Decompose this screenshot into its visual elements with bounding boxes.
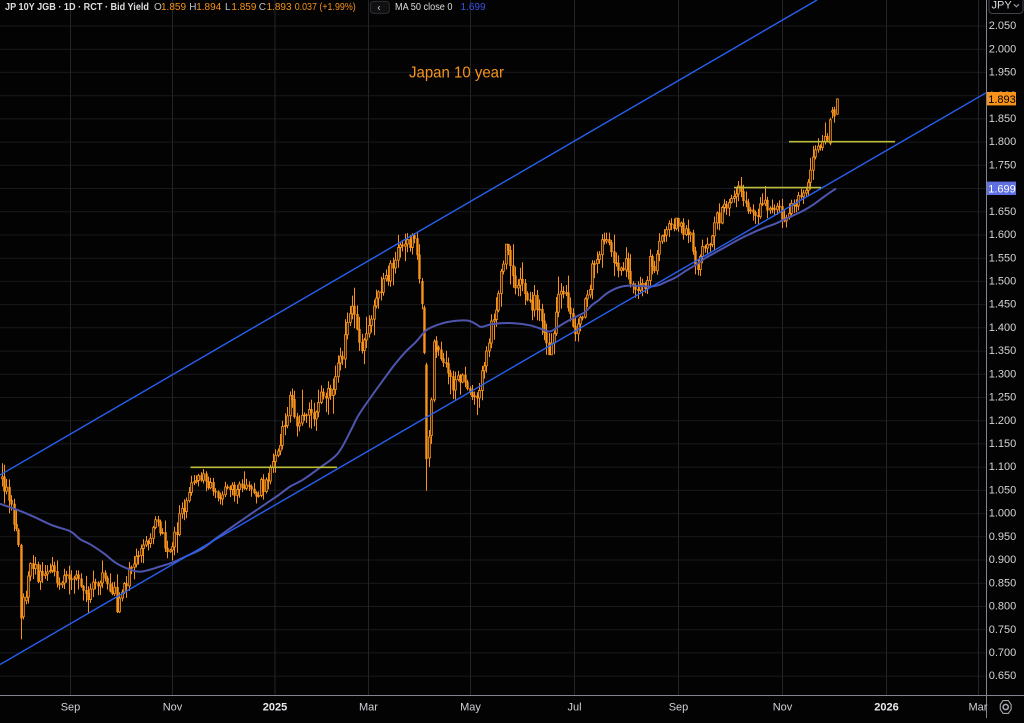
svg-text:1.400: 1.400 (989, 322, 1017, 334)
svg-text:1.750: 1.750 (989, 159, 1017, 171)
svg-text:1.050: 1.050 (989, 485, 1017, 497)
svg-text:Mar: Mar (969, 702, 988, 714)
svg-text:0.650: 0.650 (989, 670, 1017, 682)
svg-text:1.450: 1.450 (989, 299, 1017, 311)
svg-text:0.900: 0.900 (989, 554, 1017, 566)
svg-text:1.950: 1.950 (989, 67, 1017, 79)
svg-text:1.200: 1.200 (989, 415, 1017, 427)
svg-text:May: May (460, 702, 481, 714)
svg-text:1.500: 1.500 (989, 276, 1017, 288)
svg-text:1.800: 1.800 (989, 136, 1017, 148)
svg-text:H: H (189, 2, 196, 13)
svg-text:2026: 2026 (874, 702, 898, 714)
svg-text:Mar: Mar (359, 702, 378, 714)
svg-text:C: C (259, 2, 266, 13)
svg-text:1.300: 1.300 (989, 368, 1017, 380)
svg-text:1.150: 1.150 (989, 438, 1017, 450)
svg-text:2.000: 2.000 (989, 43, 1017, 55)
svg-text:1.600: 1.600 (989, 229, 1017, 241)
svg-text:1.000: 1.000 (989, 508, 1017, 520)
svg-text:2025: 2025 (263, 702, 287, 714)
svg-text:1.350: 1.350 (989, 345, 1017, 357)
svg-text:MA 50 close 0: MA 50 close 0 (395, 2, 453, 13)
svg-text:2.050: 2.050 (989, 20, 1017, 32)
svg-text:1.893: 1.893 (988, 94, 1016, 106)
svg-text:0.037 (+1.99%): 0.037 (+1.99%) (295, 2, 356, 13)
svg-text:Jul: Jul (567, 702, 581, 714)
svg-text:Sep: Sep (669, 702, 689, 714)
svg-text:‹: ‹ (377, 3, 380, 14)
svg-text:O: O (154, 2, 162, 13)
svg-text:1.699: 1.699 (461, 2, 486, 13)
svg-text:1.859: 1.859 (231, 2, 256, 13)
svg-text:L: L (225, 2, 231, 13)
svg-text:1.550: 1.550 (989, 252, 1017, 264)
svg-text:JPY: JPY (992, 0, 1013, 12)
svg-text:0.800: 0.800 (989, 601, 1017, 613)
svg-text:Sep: Sep (61, 702, 81, 714)
svg-text:1.100: 1.100 (989, 461, 1017, 473)
svg-text:Nov: Nov (163, 702, 183, 714)
svg-text:Japan 10 year: Japan 10 year (409, 65, 505, 82)
svg-text:Nov: Nov (773, 702, 793, 714)
svg-text:1.894: 1.894 (196, 2, 221, 13)
svg-text:1.850: 1.850 (989, 113, 1017, 125)
svg-text:1.859: 1.859 (161, 2, 186, 13)
svg-text:1.893: 1.893 (267, 2, 292, 13)
svg-text:1.650: 1.650 (989, 206, 1017, 218)
svg-text:0.750: 0.750 (989, 624, 1017, 636)
svg-text:1.699: 1.699 (988, 183, 1016, 195)
svg-text:1.250: 1.250 (989, 392, 1017, 404)
svg-text:0.850: 0.850 (989, 577, 1017, 589)
svg-text:0.950: 0.950 (989, 531, 1017, 543)
svg-text:0.700: 0.700 (989, 647, 1017, 659)
svg-text:JP 10Y JGB · 1D · RCT · Bid Yi: JP 10Y JGB · 1D · RCT · Bid Yield (5, 2, 149, 13)
